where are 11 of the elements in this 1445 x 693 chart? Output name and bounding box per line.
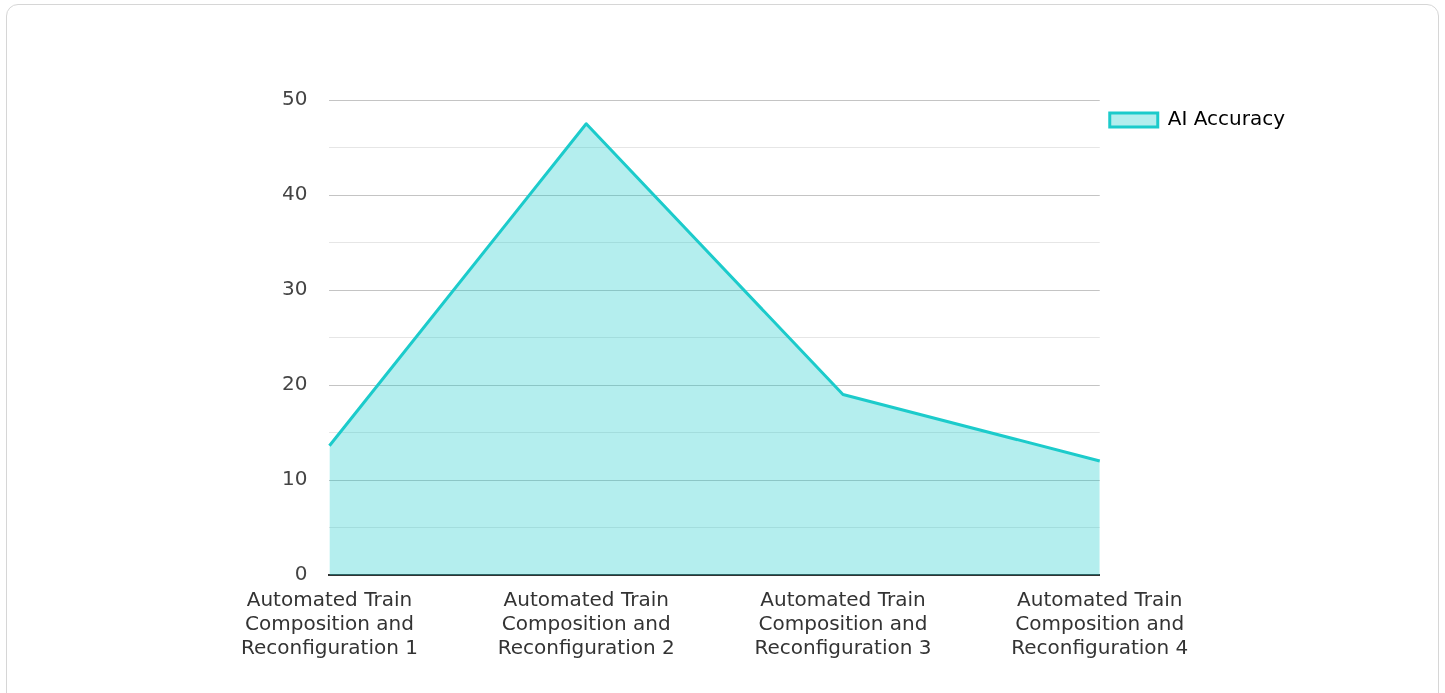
y-tick-label: 20 [282,371,308,396]
y-tick-label: 10 [282,466,308,491]
y-tick-label: 0 [294,561,308,586]
x-tick-label: Automated Train Composition and Reconfiguration 2 [497,587,675,660]
legend-label: AI Accuracy [1167,106,1286,131]
y-tick-label: 30 [282,276,308,301]
y-tick-label: 50 [282,86,308,111]
x-tick-label: Automated Train Composition and Reconfiguration 3 [754,587,932,660]
y-tick-label: 40 [282,181,308,206]
x-tick-label: Automated Train Composition and Reconfiguration 1 [240,587,418,660]
x-tick-label: Automated Train Composition and Reconfiguration 4 [1011,587,1189,660]
